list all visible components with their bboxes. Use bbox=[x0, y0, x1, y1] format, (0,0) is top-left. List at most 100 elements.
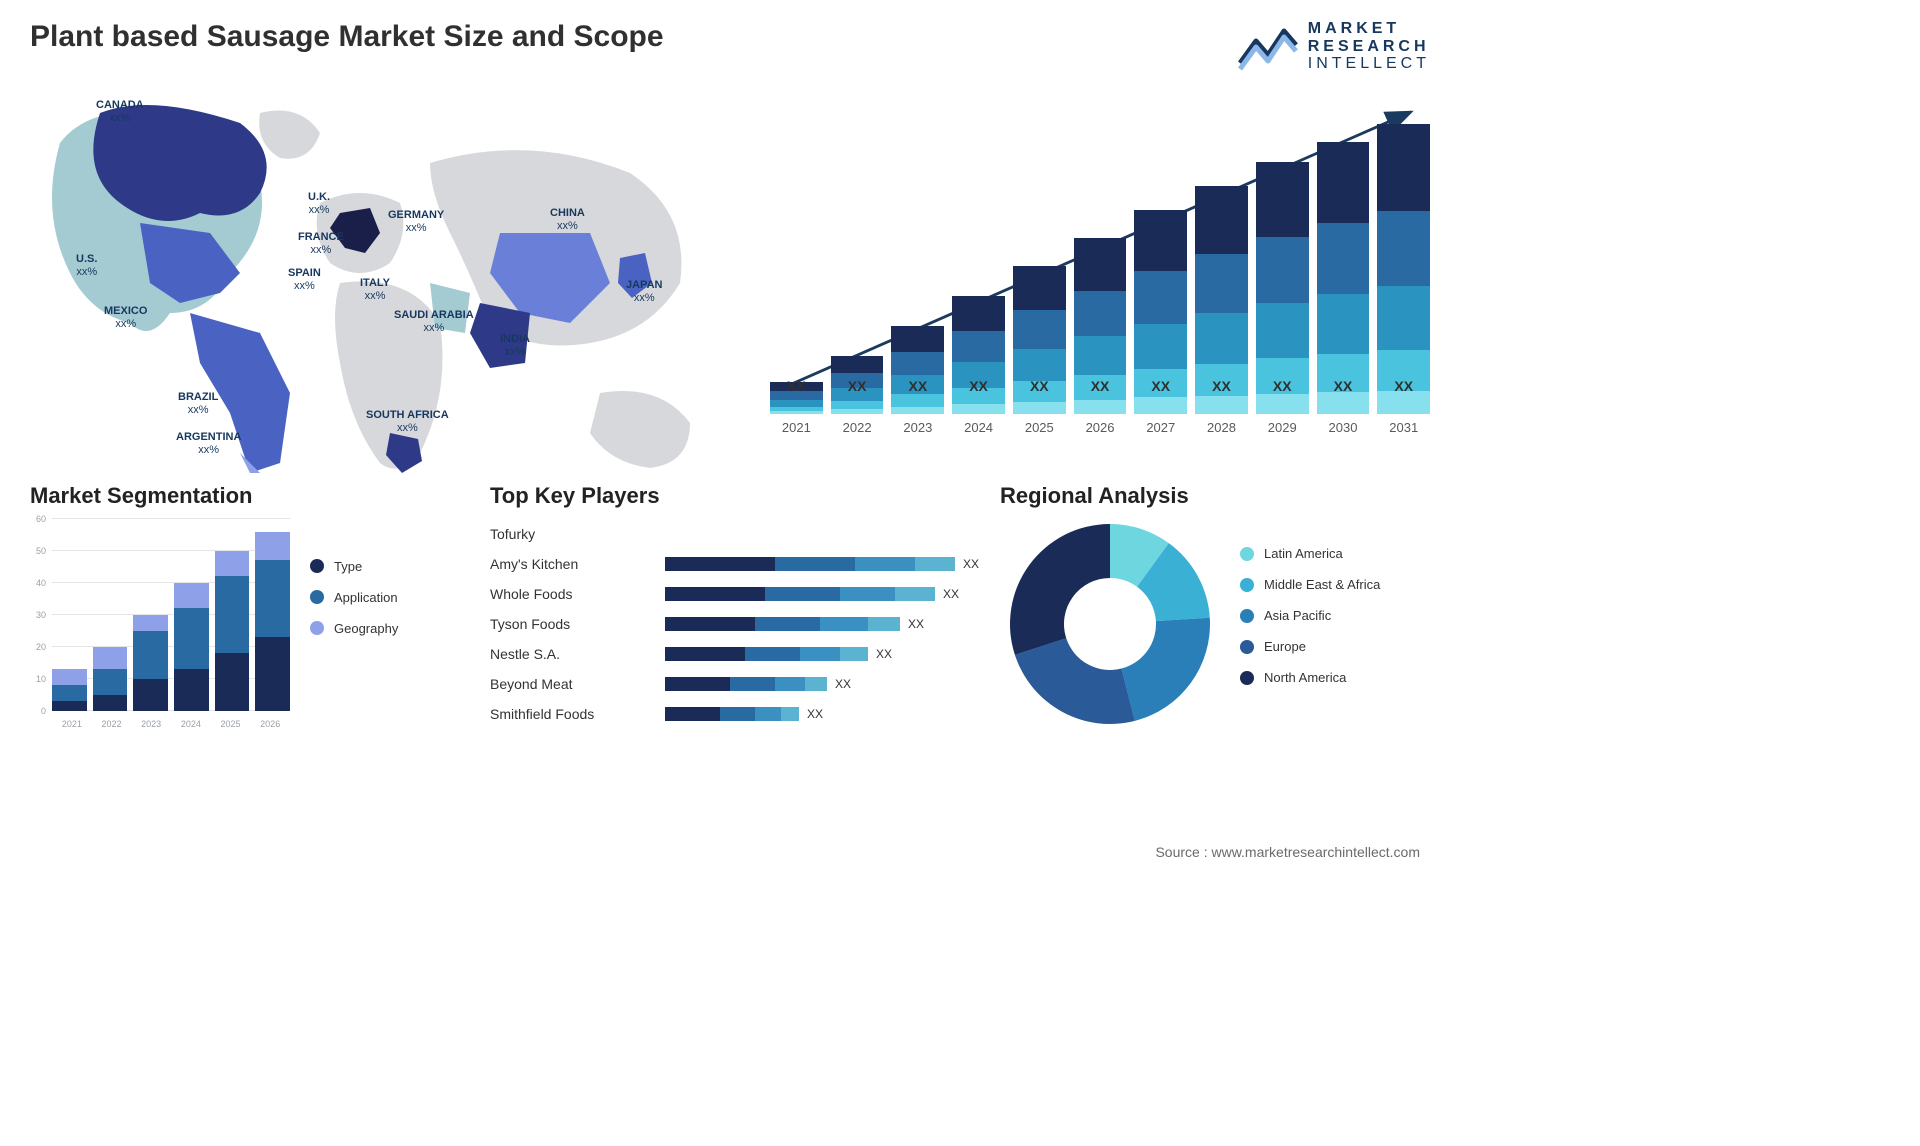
forecast-bar: XX 2028 bbox=[1195, 186, 1248, 435]
forecast-bar: XX 2027 bbox=[1134, 210, 1187, 435]
segmentation-bar bbox=[133, 615, 168, 711]
segmentation-year: 2024 bbox=[171, 719, 211, 729]
map-label: INDIAxx% bbox=[500, 333, 530, 359]
map-label: GERMANYxx% bbox=[388, 209, 444, 235]
segmentation-bar bbox=[174, 583, 209, 711]
player-bar-row: XX bbox=[665, 705, 980, 723]
map-label: BRAZILxx% bbox=[178, 391, 218, 417]
page-title: Plant based Sausage Market Size and Scop… bbox=[30, 20, 664, 54]
legend-item: Type bbox=[310, 559, 470, 574]
segmentation-year: 2022 bbox=[92, 719, 132, 729]
player-bar-value: XX bbox=[835, 677, 851, 691]
segmentation-bar bbox=[52, 669, 87, 711]
forecast-bar-year: 2028 bbox=[1207, 420, 1236, 435]
segmentation-legend: Type Application Geography bbox=[310, 519, 470, 729]
player-bar-value: XX bbox=[908, 617, 924, 631]
player-name: Tofurky bbox=[490, 526, 650, 542]
forecast-bar: XX 2029 bbox=[1256, 162, 1309, 435]
segmentation-bar bbox=[93, 647, 128, 711]
map-label: FRANCExx% bbox=[298, 231, 344, 257]
map-label: U.S.xx% bbox=[76, 253, 97, 279]
legend-item: Geography bbox=[310, 621, 470, 636]
player-bar-value: XX bbox=[876, 647, 892, 661]
forecast-bar-value: XX bbox=[787, 378, 806, 394]
forecast-bar: XX 2023 bbox=[891, 326, 944, 435]
forecast-bar-year: 2031 bbox=[1389, 420, 1418, 435]
key-players-panel: Top Key Players Tofurky Amy's Kitchen Whol… bbox=[490, 483, 980, 729]
forecast-bar-value: XX bbox=[1334, 378, 1353, 394]
source-text: Source : www.marketresearchintellect.com bbox=[1155, 844, 1420, 860]
forecast-bar-value: XX bbox=[969, 378, 988, 394]
legend-item: Asia Pacific bbox=[1240, 608, 1430, 623]
regional-panel: Regional Analysis Latin AmericaMiddle Ea… bbox=[1000, 483, 1430, 729]
segmentation-year: 2026 bbox=[250, 719, 290, 729]
segmentation-bar bbox=[215, 551, 250, 711]
forecast-bar: XX 2031 bbox=[1377, 124, 1430, 435]
donut-slice bbox=[1121, 618, 1210, 721]
forecast-bar-year: 2022 bbox=[843, 420, 872, 435]
player-bar-row: XX bbox=[665, 645, 980, 663]
segmentation-bar bbox=[255, 532, 290, 711]
map-label: SOUTH AFRICAxx% bbox=[366, 409, 449, 435]
forecast-bar-year: 2027 bbox=[1146, 420, 1175, 435]
segmentation-year: 2025 bbox=[211, 719, 251, 729]
forecast-bar-year: 2021 bbox=[782, 420, 811, 435]
forecast-bar-year: 2025 bbox=[1025, 420, 1054, 435]
segmentation-chart: 0102030405060 202120222023202420252026 bbox=[30, 519, 290, 729]
player-bar-row: XX bbox=[665, 675, 980, 693]
forecast-bar-value: XX bbox=[848, 378, 867, 394]
player-bar-row: XX bbox=[665, 585, 980, 603]
legend-item: Middle East & Africa bbox=[1240, 577, 1430, 592]
segmentation-panel: Market Segmentation 0102030405060 202120… bbox=[30, 483, 470, 729]
forecast-bar-value: XX bbox=[1091, 378, 1110, 394]
legend-item: Latin America bbox=[1240, 546, 1430, 561]
forecast-bar-value: XX bbox=[1273, 378, 1292, 394]
logo-line2: RESEARCH bbox=[1308, 38, 1430, 56]
map-label: CANADAxx% bbox=[96, 99, 144, 125]
forecast-bar: XX 2022 bbox=[831, 356, 884, 435]
segmentation-year: 2021 bbox=[52, 719, 92, 729]
forecast-bar: XX 2025 bbox=[1013, 266, 1066, 435]
segmentation-title: Market Segmentation bbox=[30, 483, 470, 509]
donut-slice bbox=[1010, 524, 1110, 655]
player-name: Amy's Kitchen bbox=[490, 556, 650, 572]
forecast-bar-year: 2024 bbox=[964, 420, 993, 435]
forecast-bar: XX 2024 bbox=[952, 296, 1005, 435]
forecast-bar-value: XX bbox=[1394, 378, 1413, 394]
player-bar-row: XX bbox=[665, 615, 980, 633]
forecast-bar-year: 2023 bbox=[903, 420, 932, 435]
forecast-bar: XX2026 bbox=[1074, 238, 1127, 435]
player-bar-value: XX bbox=[963, 557, 979, 571]
player-bar-row: XX bbox=[665, 555, 980, 573]
player-name: Beyond Meat bbox=[490, 676, 650, 692]
map-label: ITALYxx% bbox=[360, 277, 390, 303]
forecast-bar-chart: XX2021XX2022XX2023XX2024XX2025XX2026XX20… bbox=[770, 83, 1430, 473]
map-label: CHINAxx% bbox=[550, 207, 585, 233]
segmentation-year: 2023 bbox=[131, 719, 171, 729]
player-name: Tyson Foods bbox=[490, 616, 650, 632]
regional-donut-chart bbox=[1000, 519, 1220, 729]
player-name: Smithfield Foods bbox=[490, 706, 650, 722]
map-label: SAUDI ARABIAxx% bbox=[394, 309, 474, 335]
player-bar-value: XX bbox=[807, 707, 823, 721]
map-label: U.K.xx% bbox=[308, 191, 330, 217]
brand-logo: MARKET RESEARCH INTELLECT bbox=[1238, 20, 1430, 73]
map-label: ARGENTINAxx% bbox=[176, 431, 241, 457]
forecast-bar-value: XX bbox=[1212, 378, 1231, 394]
forecast-bar-year: 2029 bbox=[1268, 420, 1297, 435]
forecast-bar-value: XX bbox=[1151, 378, 1170, 394]
player-bar-row bbox=[665, 525, 980, 543]
forecast-bar-value: XX bbox=[1030, 378, 1049, 394]
forecast-bar-year: 2030 bbox=[1329, 420, 1358, 435]
legend-item: Europe bbox=[1240, 639, 1430, 654]
player-name: Whole Foods bbox=[490, 586, 650, 602]
world-map-panel: CANADAxx% U.S.xx% MEXICOxx% BRAZILxx% ARGENT… bbox=[30, 83, 740, 473]
map-label: JAPANxx% bbox=[626, 279, 662, 305]
key-players-title: Top Key Players bbox=[490, 483, 980, 509]
legend-item: Application bbox=[310, 590, 470, 605]
player-bar-value: XX bbox=[943, 587, 959, 601]
map-label: SPAINxx% bbox=[288, 267, 321, 293]
regional-legend: Latin America Middle East & Africa Asia Pa… bbox=[1240, 546, 1430, 701]
forecast-bar-value: XX bbox=[908, 378, 927, 394]
map-label: MEXICOxx% bbox=[104, 305, 147, 331]
